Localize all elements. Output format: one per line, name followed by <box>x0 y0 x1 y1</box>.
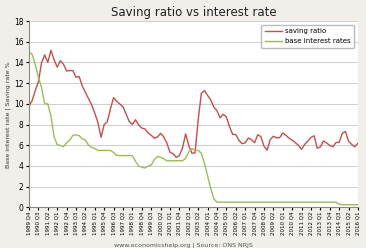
saving ratio <box>174 156 179 159</box>
saving ratio <box>318 145 322 148</box>
base interest rates <box>27 51 31 54</box>
Line: base interest rates: base interest rates <box>29 52 358 205</box>
Text: www.economicshelp.org | Source: ONS NRJS: www.economicshelp.org | Source: ONS NRJS <box>113 243 253 248</box>
base interest rates <box>218 201 222 204</box>
base interest rates <box>253 201 257 204</box>
saving ratio <box>259 135 263 138</box>
saving ratio <box>224 115 229 118</box>
base interest rates <box>221 201 225 204</box>
Y-axis label: Base interest rate | Saving rate %: Base interest rate | Saving rate % <box>5 61 11 168</box>
saving ratio <box>27 104 31 107</box>
base interest rates <box>356 203 360 206</box>
saving ratio <box>49 49 53 52</box>
base interest rates <box>340 203 344 206</box>
saving ratio <box>227 125 232 128</box>
base interest rates <box>312 201 316 204</box>
saving ratio <box>246 137 250 140</box>
Title: Saving ratio vs interest rate: Saving ratio vs interest rate <box>111 5 276 19</box>
saving ratio <box>36 80 41 83</box>
base interest rates <box>36 76 41 79</box>
saving ratio <box>356 142 360 145</box>
base interest rates <box>240 201 244 204</box>
Legend: saving ratio, base interest rates: saving ratio, base interest rates <box>261 25 355 48</box>
Line: saving ratio: saving ratio <box>29 50 358 157</box>
